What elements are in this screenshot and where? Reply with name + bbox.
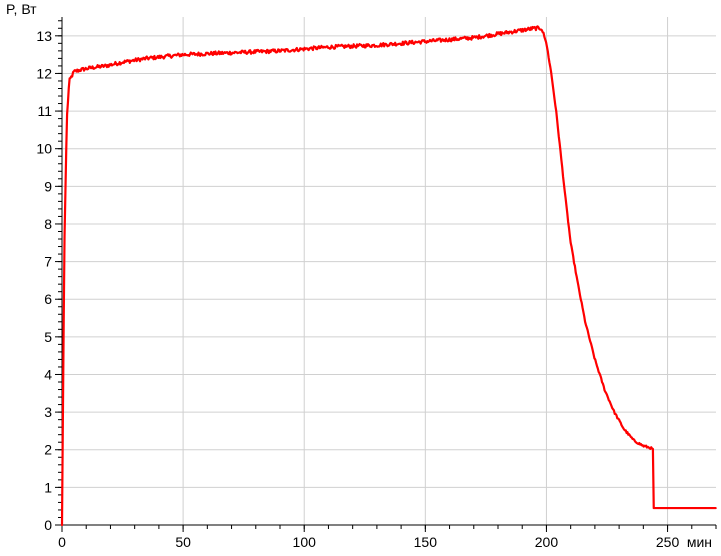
y-tick-label: 7 bbox=[44, 254, 52, 270]
chart-svg: 050100150200250012345678910111213P, Втми… bbox=[0, 0, 721, 556]
y-tick-label: 11 bbox=[37, 103, 52, 119]
x-tick-label: 100 bbox=[293, 534, 317, 550]
x-axis-label: мин bbox=[687, 534, 712, 550]
y-tick-label: 4 bbox=[44, 366, 52, 382]
y-tick-label: 6 bbox=[44, 291, 52, 307]
y-tick-label: 5 bbox=[44, 329, 52, 345]
y-tick-label: 12 bbox=[36, 65, 52, 81]
y-tick-label: 1 bbox=[44, 479, 52, 495]
x-tick-label: 150 bbox=[414, 534, 438, 550]
y-axis-label: P, Вт bbox=[6, 1, 37, 17]
y-tick-label: 3 bbox=[44, 404, 52, 420]
y-tick-label: 9 bbox=[44, 178, 52, 194]
power-chart: 050100150200250012345678910111213P, Втми… bbox=[0, 0, 721, 556]
x-tick-label: 250 bbox=[656, 534, 680, 550]
y-tick-label: 8 bbox=[44, 216, 52, 232]
y-tick-label: 0 bbox=[44, 517, 52, 533]
y-tick-label: 13 bbox=[36, 28, 52, 44]
y-tick-label: 2 bbox=[44, 442, 52, 458]
y-tick-label: 10 bbox=[36, 141, 52, 157]
x-tick-label: 50 bbox=[175, 534, 191, 550]
x-tick-label: 0 bbox=[58, 534, 66, 550]
x-tick-label: 200 bbox=[535, 534, 559, 550]
